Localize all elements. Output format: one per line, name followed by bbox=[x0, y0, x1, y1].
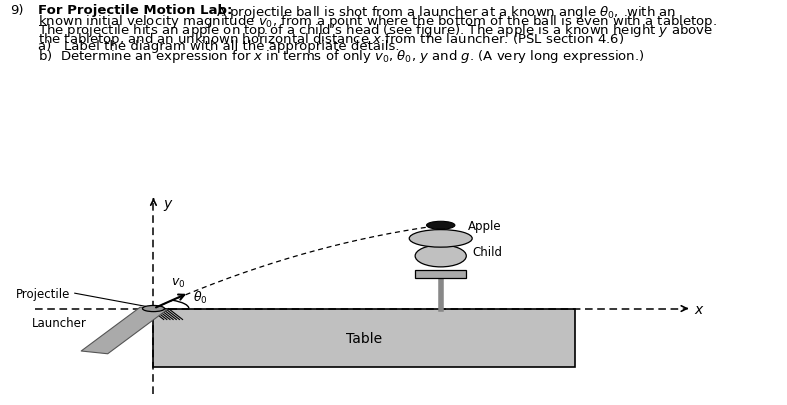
Text: the tabletop, and an unknown horizontal distance $x$ from the launcher. (PSL sec: the tabletop, and an unknown horizontal … bbox=[38, 30, 624, 47]
Polygon shape bbox=[81, 307, 167, 354]
Text: $y$: $y$ bbox=[163, 197, 174, 212]
Text: The projectile hits an apple on top of a child’s head (see figure). The apple is: The projectile hits an apple on top of a… bbox=[38, 22, 713, 39]
Text: For Projectile Motion Lab:: For Projectile Motion Lab: bbox=[38, 4, 232, 17]
Text: Launcher: Launcher bbox=[31, 316, 87, 330]
Text: known initial velocity magnitude $v_0$, from a point where the bottom of the bal: known initial velocity magnitude $v_0$, … bbox=[38, 13, 717, 30]
Text: a)   Label the diagram with all the appropriate details.: a) Label the diagram with all the approp… bbox=[38, 39, 399, 52]
Text: Projectile: Projectile bbox=[16, 287, 70, 300]
Text: $v_0$: $v_0$ bbox=[171, 277, 185, 290]
Circle shape bbox=[409, 230, 472, 247]
Text: Apple: Apple bbox=[468, 219, 502, 232]
Ellipse shape bbox=[416, 245, 467, 267]
Text: b)  Determine an expression for $x$ in terms of only $v_0$, $\theta_0$, $y$ and : b) Determine an expression for $x$ in te… bbox=[38, 48, 645, 65]
Text: $\theta_0$: $\theta_0$ bbox=[193, 289, 208, 305]
Bar bbox=[153, 309, 575, 367]
Circle shape bbox=[427, 222, 455, 230]
Text: Child: Child bbox=[472, 245, 502, 258]
Text: Table: Table bbox=[346, 331, 382, 345]
Text: $x$: $x$ bbox=[694, 302, 705, 316]
Text: A projectile ball is shot from a launcher at a known angle $\theta_0$,  with an: A projectile ball is shot from a launche… bbox=[212, 4, 677, 21]
Bar bbox=[416, 270, 466, 278]
Text: 9): 9) bbox=[10, 4, 24, 17]
Circle shape bbox=[142, 306, 164, 312]
